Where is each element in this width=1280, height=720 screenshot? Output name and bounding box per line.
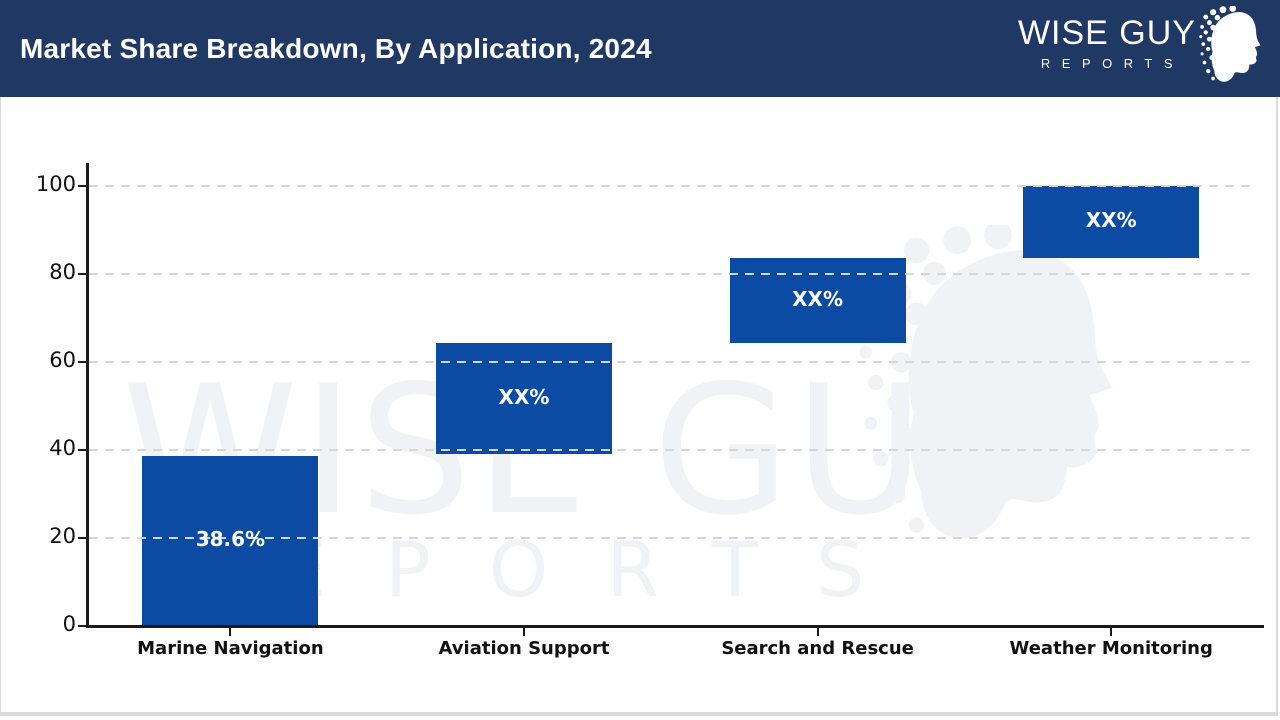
bar-value-label: XX% (498, 384, 550, 409)
bar-weather-monitoring (1023, 186, 1200, 259)
page-title: Market Share Breakdown, By Application, … (20, 32, 652, 64)
bar-marine-navigation (142, 456, 319, 626)
y-tick-mark (78, 273, 87, 275)
gridline-40 (89, 449, 1252, 451)
header-bar: Market Share Breakdown, By Application, … (0, 0, 1280, 97)
category-label-weather-monitoring: Weather Monitoring (1009, 638, 1213, 659)
y-tick-label: 60 (49, 348, 76, 372)
y-tick-label: 100 (35, 172, 76, 196)
y-tick-mark (78, 185, 87, 187)
gridline-60 (89, 361, 1252, 363)
y-tick-mark (78, 537, 87, 539)
x-tick-mark (229, 628, 232, 636)
gridline-20 (89, 537, 1252, 539)
bar-search-and-rescue (729, 258, 906, 344)
bar-value-label: XX% (1085, 208, 1137, 233)
gridline-100 (89, 185, 1252, 187)
y-tick-label: 40 (49, 436, 76, 460)
bar-value-label: XX% (792, 286, 844, 311)
logo-tagline: REPORTS (1040, 56, 1185, 71)
y-axis-line (86, 163, 89, 628)
y-tick-label: 0 (62, 612, 76, 636)
y-tick-mark (78, 625, 87, 627)
category-label-aviation-support: Aviation Support (438, 638, 610, 659)
gridline-80 (89, 273, 1252, 275)
category-label-search-and-rescue: Search and Rescue (721, 638, 914, 659)
y-tick-mark (78, 361, 87, 363)
y-tick-label: 80 (49, 260, 76, 284)
y-tick-label: 20 (49, 524, 76, 548)
logo-name: WISE GUY (1017, 14, 1196, 52)
x-axis-line (86, 625, 1264, 628)
bar-value-label: 38.6% (195, 527, 266, 552)
x-tick-mark (1110, 628, 1113, 636)
x-tick-mark (816, 628, 819, 636)
x-tick-mark (523, 628, 525, 636)
y-tick-mark (78, 449, 87, 451)
logo-face-icon (1199, 6, 1261, 82)
wiseguy-logo: WISE GUY REPORTS (1018, 16, 1196, 70)
category-label-marine-navigation: Marine Navigation (137, 638, 324, 659)
